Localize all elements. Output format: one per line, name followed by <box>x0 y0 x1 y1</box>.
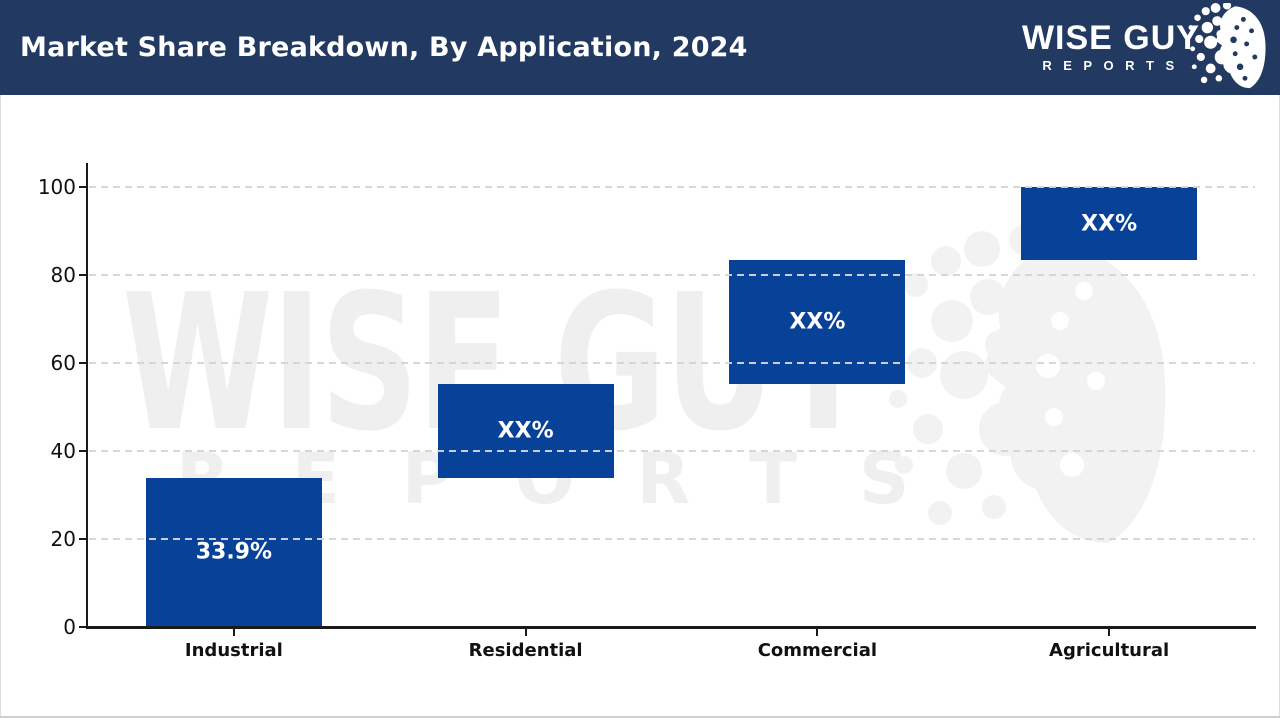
y-tick-label: 20 <box>50 527 76 551</box>
category-label: Industrial <box>184 640 283 661</box>
category-label: Agricultural <box>1049 640 1170 661</box>
y-tick <box>79 450 88 452</box>
page-title: Market Share Breakdown, By Application, … <box>20 32 748 63</box>
category-label: Residential <box>468 640 583 661</box>
bar <box>145 477 322 627</box>
y-tick <box>79 186 88 188</box>
y-tick-label: 0 <box>63 615 76 639</box>
x-axis-line <box>86 626 1256 629</box>
y-tick-label: 60 <box>50 351 76 375</box>
x-tick <box>232 628 235 636</box>
bar-value-label: XX% <box>789 309 846 335</box>
x-tick <box>816 628 819 636</box>
bar-value-label: 33.9% <box>195 539 273 565</box>
bar <box>1021 187 1198 261</box>
brand-logo: WISE GUY REPORTS <box>1022 0 1268 95</box>
y-tick-label: 40 <box>50 439 76 463</box>
brand-tagline: REPORTS <box>1042 58 1186 73</box>
y-tick-label: 100 <box>37 175 76 199</box>
grid-line <box>89 186 1255 188</box>
bar <box>437 384 614 478</box>
x-tick <box>1108 628 1111 636</box>
y-tick <box>79 538 88 540</box>
x-tick <box>524 628 527 636</box>
left-border-line <box>0 95 1 717</box>
grid-line <box>89 538 1255 540</box>
y-axis-line <box>86 163 89 629</box>
grid-line <box>89 450 1255 452</box>
grid-line <box>89 274 1255 276</box>
brand-name: WISE GUY <box>1021 19 1200 57</box>
brand-head-icon <box>1188 2 1266 88</box>
bar-value-label: XX% <box>1081 211 1138 237</box>
category-label: Commercial <box>757 640 878 661</box>
bar-value-label: XX% <box>497 418 554 444</box>
y-tick <box>79 274 88 276</box>
y-tick <box>79 362 88 364</box>
y-tick <box>79 626 88 628</box>
header-bar: Market Share Breakdown, By Application, … <box>0 0 1280 95</box>
bottom-border-line <box>0 716 1280 718</box>
grid-line <box>89 362 1255 364</box>
y-tick-label: 80 <box>50 263 76 287</box>
